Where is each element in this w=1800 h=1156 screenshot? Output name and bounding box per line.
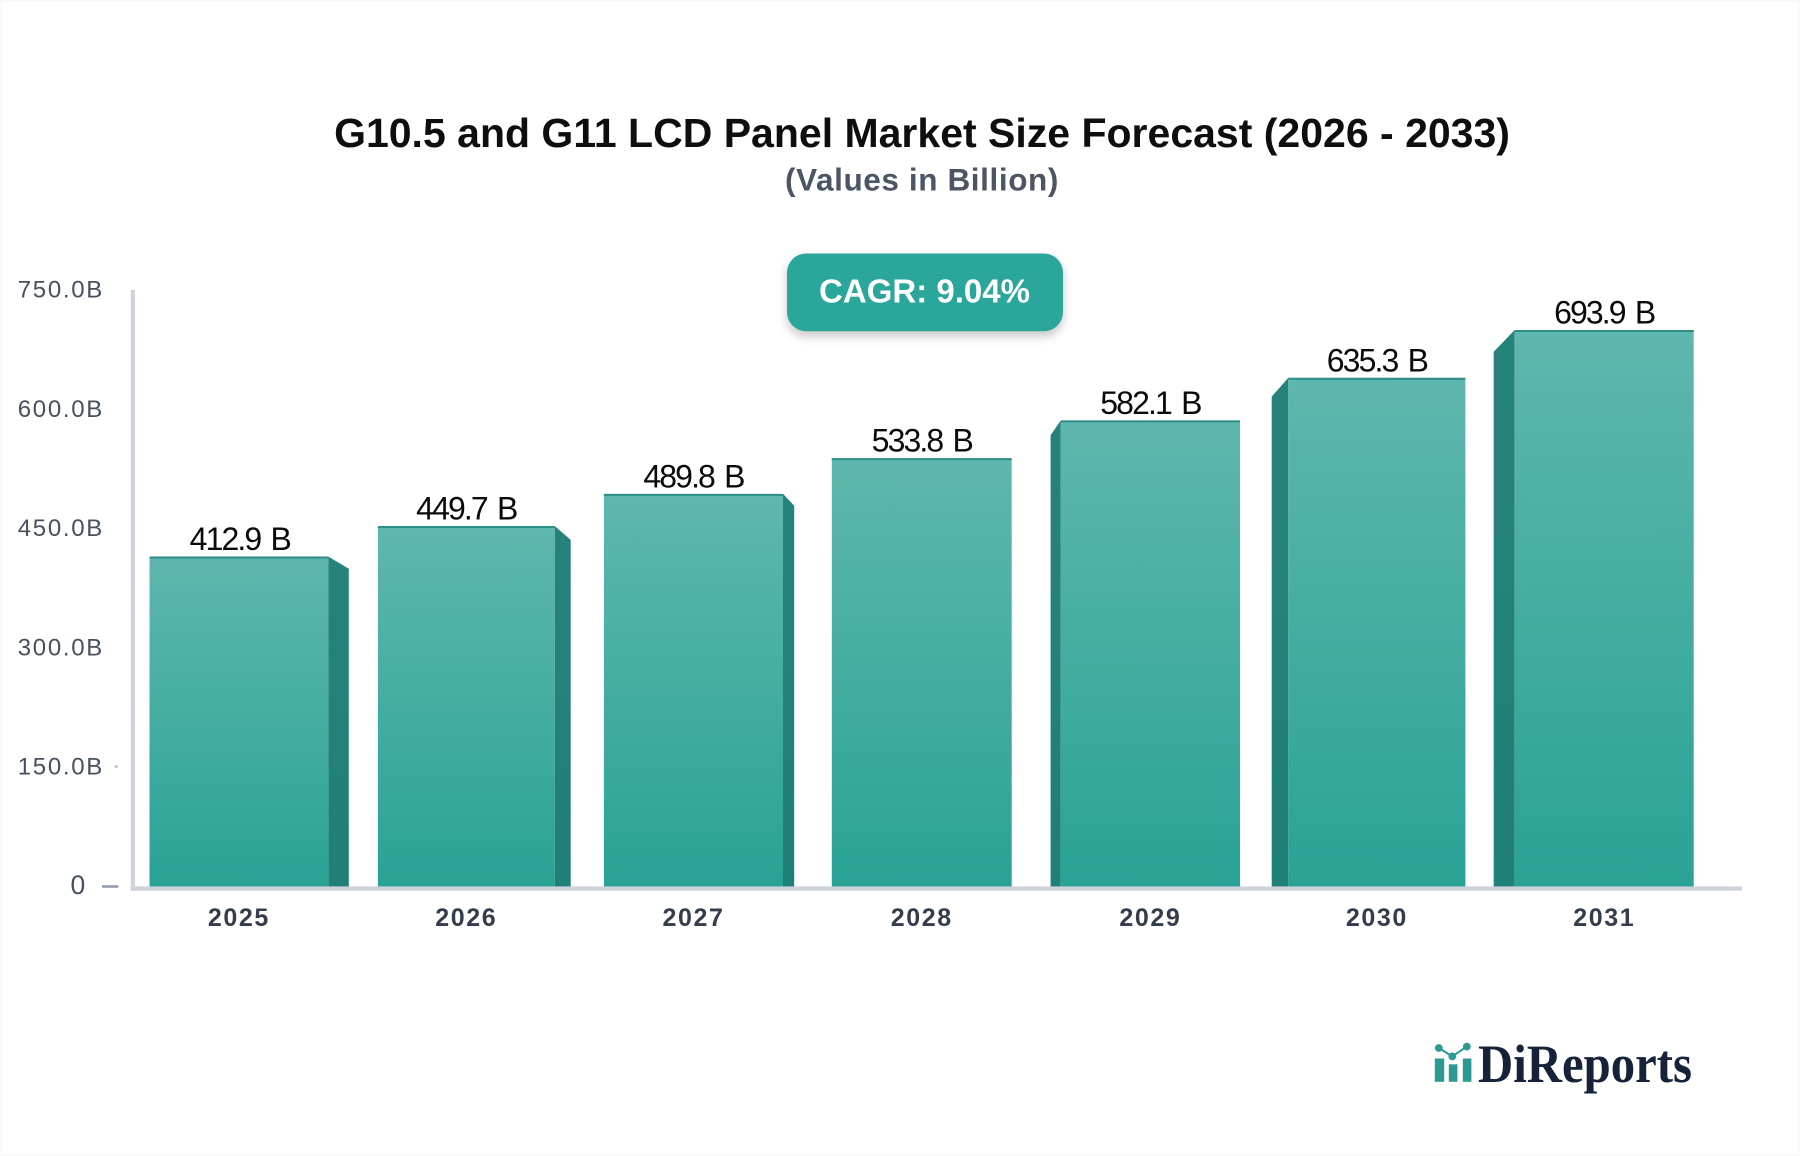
svg-text:449.7 B: 449.7 B [416,491,517,527]
svg-text:693.9 B: 693.9 B [1554,295,1655,331]
svg-text:635.3 B: 635.3 B [1327,342,1428,378]
svg-text:2029: 2029 [1119,904,1181,932]
svg-text:582.1 B: 582.1 B [1100,385,1201,421]
svg-text:2031: 2031 [1573,904,1635,932]
svg-text:2030: 2030 [1346,904,1408,932]
svg-text:750.0B: 750.0B [18,277,104,304]
svg-text:2025: 2025 [208,904,270,932]
svg-text:(Values in Billion): (Values in Billion) [785,162,1059,198]
svg-text:412.9 B: 412.9 B [190,521,291,557]
svg-text:450.0B: 450.0B [18,515,104,542]
svg-text:2028: 2028 [891,904,953,932]
svg-text:600.0B: 600.0B [18,396,104,423]
svg-text:150.0B: 150.0B [18,754,104,781]
svg-text:2026: 2026 [435,904,497,932]
svg-text:DiReports: DiReports [1478,1034,1692,1094]
svg-text:300.0B: 300.0B [18,634,104,661]
svg-text:0: 0 [71,870,87,900]
svg-text:2027: 2027 [662,904,724,932]
svg-text:533.8 B: 533.8 B [872,423,973,459]
svg-text:G10.5 and G11 LCD Panel Market: G10.5 and G11 LCD Panel Market Size Fore… [334,110,1510,156]
svg-text:CAGR: 9.04%: CAGR: 9.04% [819,273,1030,310]
svg-text:489.8 B: 489.8 B [643,458,744,494]
